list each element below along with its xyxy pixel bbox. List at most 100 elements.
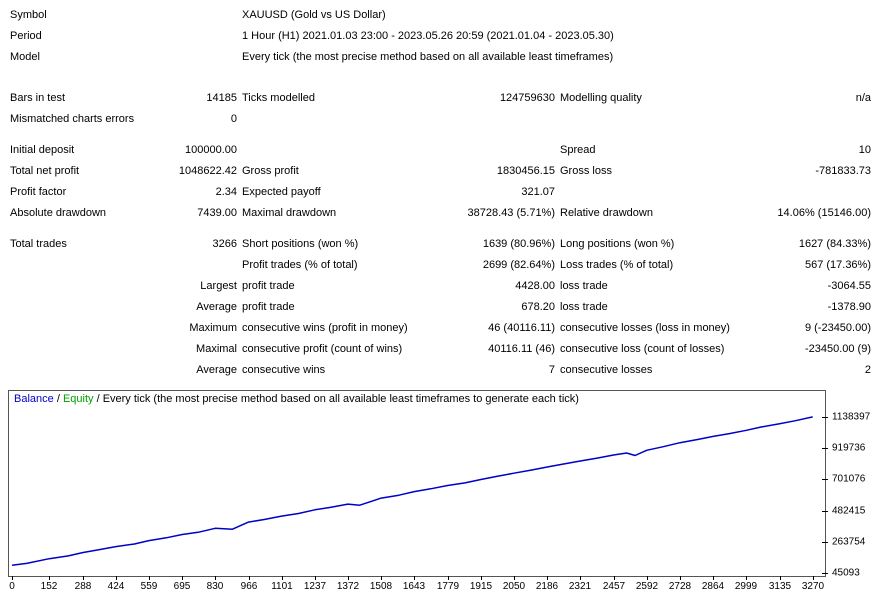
stat-value: n/a [855, 91, 871, 104]
stat-label: loss trade [560, 279, 608, 292]
balance-line [11, 416, 813, 566]
stat-value: 14185 [206, 91, 237, 104]
x-axis-tick [348, 576, 349, 580]
y-axis-label: 45093 [832, 567, 860, 579]
x-axis-tick [448, 576, 449, 580]
table-group: Bars in test 14185 Ticks modelled 124759630… [10, 87, 872, 129]
table-row: Total net profit 1048622.42 Gross profit 18… [10, 160, 872, 181]
stat-value: 100000.00 [185, 143, 237, 156]
stat-value: Maximal [196, 342, 237, 355]
table-row: Initial deposit 100000.00 Spread 10 [10, 139, 872, 160]
stat-value: -781833.73 [815, 164, 871, 177]
stat-label: profit trade [242, 300, 295, 313]
x-axis-label: 2050 [502, 581, 526, 592]
stat-label: consecutive wins (profit in money) [242, 321, 408, 334]
stat-label: Initial deposit [10, 143, 75, 156]
stat-label: Gross loss [560, 164, 612, 177]
x-axis-tick [49, 576, 50, 580]
table-row: Maximum consecutive wins (profit in money… [10, 317, 872, 338]
legend-equity: Equity [62, 393, 94, 405]
stat-value: Average [196, 300, 237, 313]
x-axis-label: 1101 [271, 581, 293, 592]
y-axis-label: 919736 [832, 442, 866, 454]
stat-label: Absolute drawdown [10, 206, 107, 219]
stat-label: Profit factor [10, 185, 67, 198]
stat-label: Total net profit [10, 164, 80, 177]
stat-label: Relative drawdown [560, 206, 653, 219]
y-axis-label: 701076 [832, 473, 866, 485]
stat-value: 1830456.15 [496, 164, 555, 177]
y-axis-tick [822, 417, 828, 418]
x-axis-label: 152 [40, 581, 58, 592]
stat-label: Maximal drawdown [242, 206, 337, 219]
stat-value: 0 [230, 112, 237, 125]
x-axis-tick [282, 576, 283, 580]
stat-value: 3266 [212, 237, 237, 250]
x-axis-tick [83, 576, 84, 580]
stat-label: Symbol [10, 8, 47, 21]
x-axis-tick [116, 576, 117, 580]
stat-value: 10 [858, 143, 871, 156]
table-row: Total trades 3266 Short positions (won %) 1… [10, 233, 872, 254]
x-axis-label: 966 [240, 581, 258, 592]
table-row: Mismatched charts errors 0 [10, 108, 872, 129]
x-axis-tick [680, 576, 681, 580]
table-row: Largest profit trade 4428.00 loss trade -306… [10, 275, 872, 296]
stat-label: consecutive loss (count of losses) [560, 342, 725, 355]
stat-value: Average [196, 363, 237, 376]
table-row: Bars in test 14185 Ticks modelled 124759630… [10, 87, 872, 108]
stat-value: 14.06% (15146.00) [777, 206, 871, 219]
stat-label: Spread [560, 143, 596, 156]
x-axis-tick [746, 576, 747, 580]
x-axis-labels: 0 152 288 424 559 695 830 966 1101 1237 1372 1508 16… [9, 576, 825, 593]
x-axis-label: 2592 [635, 581, 659, 592]
stat-label: Expected payoff [242, 185, 321, 198]
stat-value: 46 (40116.11) [488, 321, 555, 334]
stat-value: XAUUSD (Gold vs US Dollar) [242, 8, 386, 21]
stat-value: -1378.90 [827, 300, 871, 313]
stat-value: 1627 (84.33%) [798, 237, 871, 250]
chart-box: Balance / Equity / Every tick (the most … [8, 390, 826, 577]
stat-label: Gross profit [242, 164, 299, 177]
x-axis-tick [381, 576, 382, 580]
stat-value: 1639 (80.96%) [482, 237, 555, 250]
x-axis-label: 0 [9, 581, 15, 592]
x-axis-label: 2186 [535, 581, 559, 592]
x-axis-tick [547, 576, 548, 580]
stat-value: 9 (-23450.00) [804, 321, 871, 334]
x-axis-tick [580, 576, 581, 580]
stat-label: consecutive losses [560, 363, 653, 376]
legend-description: Every tick (the most precise method base… [102, 393, 579, 405]
stat-value: 38728.43 (5.71%) [467, 206, 555, 219]
x-axis-label: 2999 [734, 581, 758, 592]
x-axis-label: 2864 [701, 581, 725, 592]
stat-label: consecutive wins [242, 363, 326, 376]
x-axis-label: 1508 [369, 581, 393, 592]
stat-label: Bars in test [10, 91, 66, 104]
stat-value: 2 [864, 363, 871, 376]
x-axis-tick [249, 576, 250, 580]
x-axis-tick [414, 576, 415, 580]
table-group: Symbol XAUUSD (Gold vs US Dollar) Period 1 … [10, 4, 872, 67]
x-axis-label: 3270 [801, 581, 825, 592]
table-row: Absolute drawdown 7439.00 Maximal drawdown… [10, 202, 872, 223]
table-row: Model Every tick (the most precise method… [10, 46, 872, 67]
stat-label: Long positions (won %) [560, 237, 675, 250]
stat-value: -3064.55 [827, 279, 871, 292]
stat-value: 567 (17.36%) [804, 258, 871, 271]
x-axis-tick [813, 576, 814, 580]
x-axis-label: 288 [74, 581, 92, 592]
x-axis-label: 695 [173, 581, 191, 592]
x-axis-tick [182, 576, 183, 580]
stat-label: Short positions (won %) [242, 237, 359, 250]
stat-value: 40116.11 (46) [488, 342, 555, 355]
stat-label: Mismatched charts errors [10, 112, 135, 125]
x-axis-tick [12, 576, 13, 580]
x-axis-label: 1372 [336, 581, 360, 592]
table-row: Average profit trade 678.20 loss trade -1378… [10, 296, 872, 317]
x-axis-tick [713, 576, 714, 580]
stat-value: 4428.00 [515, 279, 555, 292]
strategy-tester-report: Symbol XAUUSD (Gold vs US Dollar) Period 1 … [10, 4, 872, 376]
x-axis-tick [614, 576, 615, 580]
stat-label: Total trades [10, 237, 67, 250]
